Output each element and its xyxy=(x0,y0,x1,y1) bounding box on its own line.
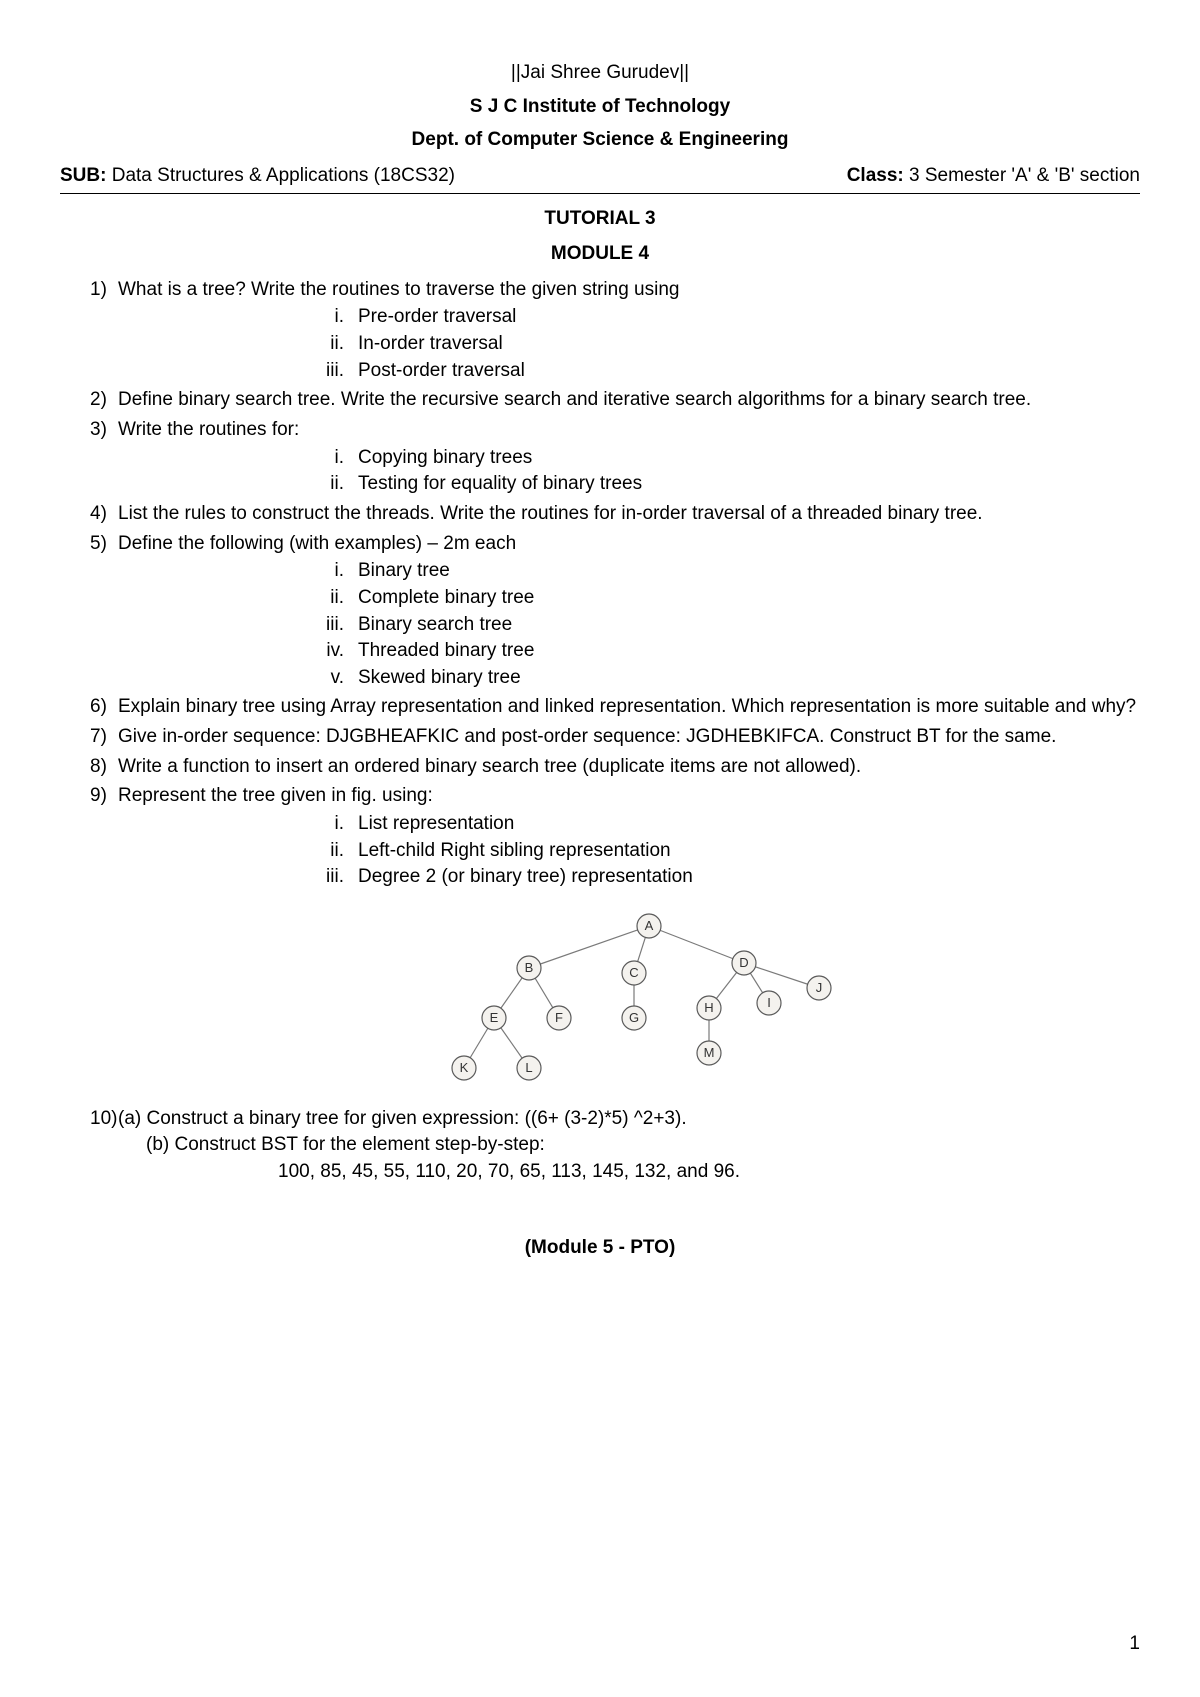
q8: 8) Write a function to insert an ordered… xyxy=(90,754,1140,780)
q3-sublist: i.Copying binary trees ii.Testing for eq… xyxy=(318,445,1140,497)
q3: 3) Write the routines for: i.Copying bin… xyxy=(90,417,1140,497)
q5-iv: iv.Threaded binary tree xyxy=(318,638,1140,664)
q7: 7) Give in-order sequence: DJGBHEAFKIC a… xyxy=(90,724,1140,750)
subject: SUB: Data Structures & Applications (18C… xyxy=(60,163,455,189)
svg-text:I: I xyxy=(767,995,771,1010)
q1-ii: ii.In-order traversal xyxy=(318,331,1140,357)
q10-num: 10) xyxy=(90,1106,117,1132)
tutorial-title: TUTORIAL 3 xyxy=(60,206,1140,232)
q9-sublist: i.List representation ii.Left-child Righ… xyxy=(318,811,1140,890)
question-list: 1) What is a tree? Write the routines to… xyxy=(60,277,1140,1185)
sub-value: Data Structures & Applications (18CS32) xyxy=(106,165,455,186)
q5-ii: ii.Complete binary tree xyxy=(318,585,1140,611)
q1-iii: iii.Post-order traversal xyxy=(318,358,1140,384)
svg-text:G: G xyxy=(629,1010,639,1025)
dept-name: Dept. of Computer Science & Engineering xyxy=(60,127,1140,153)
q2-num: 2) xyxy=(90,387,107,413)
q9-text: Represent the tree given in fig. using: xyxy=(118,785,433,806)
q3-num: 3) xyxy=(90,417,107,443)
q5: 5) Define the following (with examples) … xyxy=(90,531,1140,691)
pto-note: (Module 5 - PTO) xyxy=(60,1235,1140,1261)
q9-ii: ii.Left-child Right sibling representati… xyxy=(318,838,1140,864)
q2: 2) Define binary search tree. Write the … xyxy=(90,387,1140,413)
class: Class: 3 Semester 'A' & 'B' section xyxy=(847,163,1140,189)
q5-sublist: i.Binary tree ii.Complete binary tree ii… xyxy=(318,558,1140,690)
q1: 1) What is a tree? Write the routines to… xyxy=(90,277,1140,384)
q9-num: 9) xyxy=(90,783,107,809)
q1-num: 1) xyxy=(90,277,107,303)
svg-text:M: M xyxy=(704,1045,715,1060)
svg-text:A: A xyxy=(645,918,654,933)
q6-num: 6) xyxy=(90,694,107,720)
q10: 10) (a) Construct a binary tree for give… xyxy=(90,1106,1140,1185)
q7-num: 7) xyxy=(90,724,107,750)
q9-iii: iii.Degree 2 (or binary tree) representa… xyxy=(318,864,1140,890)
q3-text: Write the routines for: xyxy=(118,419,299,440)
q5-v: v.Skewed binary tree xyxy=(318,665,1140,691)
institute-name: S J C Institute of Technology xyxy=(60,94,1140,120)
q8-num: 8) xyxy=(90,754,107,780)
svg-text:K: K xyxy=(460,1060,469,1075)
q1-sublist: i.Pre-order traversal ii.In-order traver… xyxy=(318,304,1140,383)
class-label: Class: xyxy=(847,165,904,186)
q10-a: (a) Construct a binary tree for given ex… xyxy=(118,1108,687,1129)
q6-text: Explain binary tree using Array represen… xyxy=(118,696,1136,717)
q8-text: Write a function to insert an ordered bi… xyxy=(118,756,861,777)
q10-elements: 100, 85, 45, 55, 110, 20, 70, 65, 113, 1… xyxy=(278,1159,1140,1185)
svg-text:F: F xyxy=(555,1010,563,1025)
q10-b: (b) Construct BST for the element step-b… xyxy=(118,1132,1140,1158)
q4: 4) List the rules to construct the threa… xyxy=(90,501,1140,527)
q9-i: i.List representation xyxy=(318,811,1140,837)
q3-i: i.Copying binary trees xyxy=(318,445,1140,471)
q5-i: i.Binary tree xyxy=(318,558,1140,584)
page-number: 1 xyxy=(1129,1631,1140,1657)
module-title: MODULE 4 xyxy=(60,241,1140,267)
svg-text:D: D xyxy=(739,955,748,970)
q5-num: 5) xyxy=(90,531,107,557)
svg-text:B: B xyxy=(525,960,534,975)
svg-text:E: E xyxy=(490,1010,499,1025)
svg-text:L: L xyxy=(525,1060,532,1075)
q3-ii: ii.Testing for equality of binary trees xyxy=(318,471,1140,497)
q6: 6) Explain binary tree using Array repre… xyxy=(90,694,1140,720)
q1-i: i.Pre-order traversal xyxy=(318,304,1140,330)
svg-text:J: J xyxy=(816,980,823,995)
q5-iii: iii.Binary search tree xyxy=(318,612,1140,638)
sub-label: SUB: xyxy=(60,165,106,186)
q7-text: Give in-order sequence: DJGBHEAFKIC and … xyxy=(118,726,1056,747)
class-value: 3 Semester 'A' & 'B' section xyxy=(904,165,1140,186)
subject-class-row: SUB: Data Structures & Applications (18C… xyxy=(60,163,1140,194)
q4-text: List the rules to construct the threads.… xyxy=(118,503,983,524)
q2-text: Define binary search tree. Write the rec… xyxy=(118,389,1031,410)
q5-text: Define the following (with examples) – 2… xyxy=(118,533,516,554)
invocation: ||Jai Shree Gurudev|| xyxy=(60,60,1140,86)
q4-num: 4) xyxy=(90,501,107,527)
q1-text: What is a tree? Write the routines to tr… xyxy=(118,279,679,300)
tree-diagram: A B C D E F G H I J K L M xyxy=(399,908,859,1088)
svg-text:C: C xyxy=(629,965,638,980)
svg-text:H: H xyxy=(704,1000,713,1015)
q9: 9) Represent the tree given in fig. usin… xyxy=(90,783,1140,1088)
